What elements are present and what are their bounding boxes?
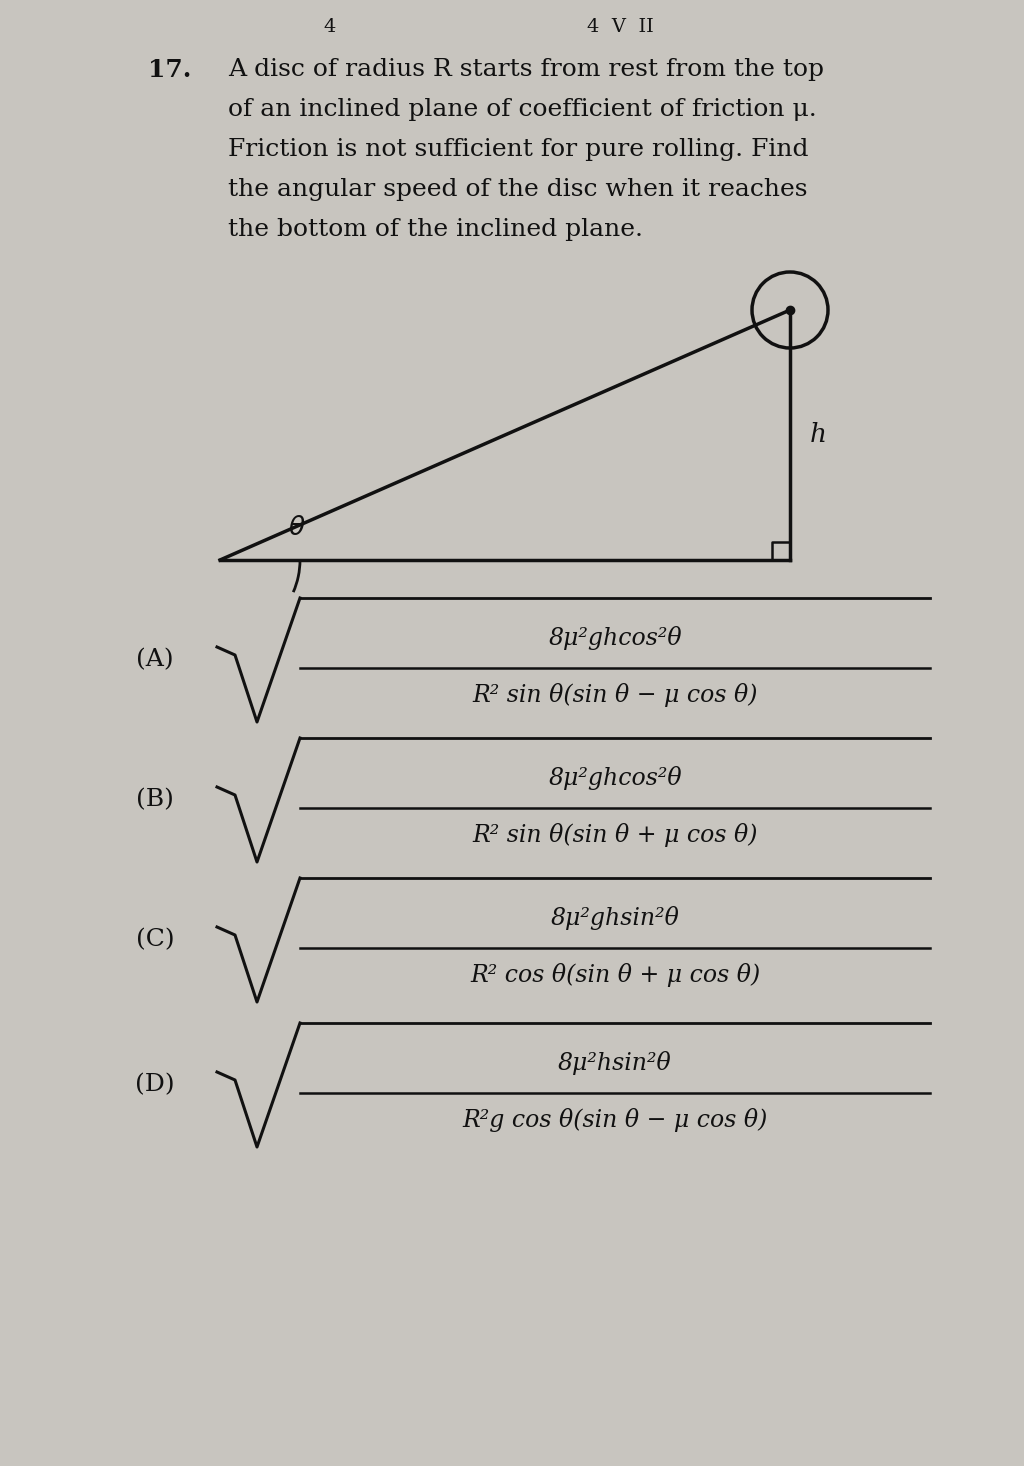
- Text: R² sin θ(sin θ + μ cos θ): R² sin θ(sin θ + μ cos θ): [472, 822, 758, 847]
- Text: 17.: 17.: [148, 59, 191, 82]
- Text: R² cos θ(sin θ + μ cos θ): R² cos θ(sin θ + μ cos θ): [470, 963, 760, 987]
- Text: (D): (D): [135, 1073, 175, 1097]
- Text: Friction is not sufficient for pure rolling. Find: Friction is not sufficient for pure roll…: [228, 138, 809, 161]
- Text: 8μ²ghsin²θ: 8μ²ghsin²θ: [551, 906, 680, 929]
- Text: (B): (B): [136, 789, 174, 812]
- Text: $\theta$: $\theta$: [288, 515, 305, 539]
- Text: 8μ²ghcos²θ: 8μ²ghcos²θ: [548, 767, 682, 790]
- Text: (C): (C): [136, 928, 174, 951]
- Text: the bottom of the inclined plane.: the bottom of the inclined plane.: [228, 218, 643, 240]
- Text: 4: 4: [324, 18, 336, 37]
- Text: the angular speed of the disc when it reaches: the angular speed of the disc when it re…: [228, 177, 808, 201]
- Text: 8μ²ghcos²θ: 8μ²ghcos²θ: [548, 626, 682, 649]
- Text: R² sin θ(sin θ − μ cos θ): R² sin θ(sin θ − μ cos θ): [472, 683, 758, 707]
- Text: (A): (A): [136, 648, 174, 671]
- Text: A disc of radius R starts from rest from the top: A disc of radius R starts from rest from…: [228, 59, 824, 81]
- Text: 8μ²hsin²θ: 8μ²hsin²θ: [558, 1051, 672, 1075]
- Text: R²g cos θ(sin θ − μ cos θ): R²g cos θ(sin θ − μ cos θ): [462, 1108, 768, 1132]
- Text: of an inclined plane of coefficient of friction μ.: of an inclined plane of coefficient of f…: [228, 98, 817, 122]
- Text: h: h: [810, 422, 827, 447]
- Text: 4  V  II: 4 V II: [587, 18, 653, 37]
